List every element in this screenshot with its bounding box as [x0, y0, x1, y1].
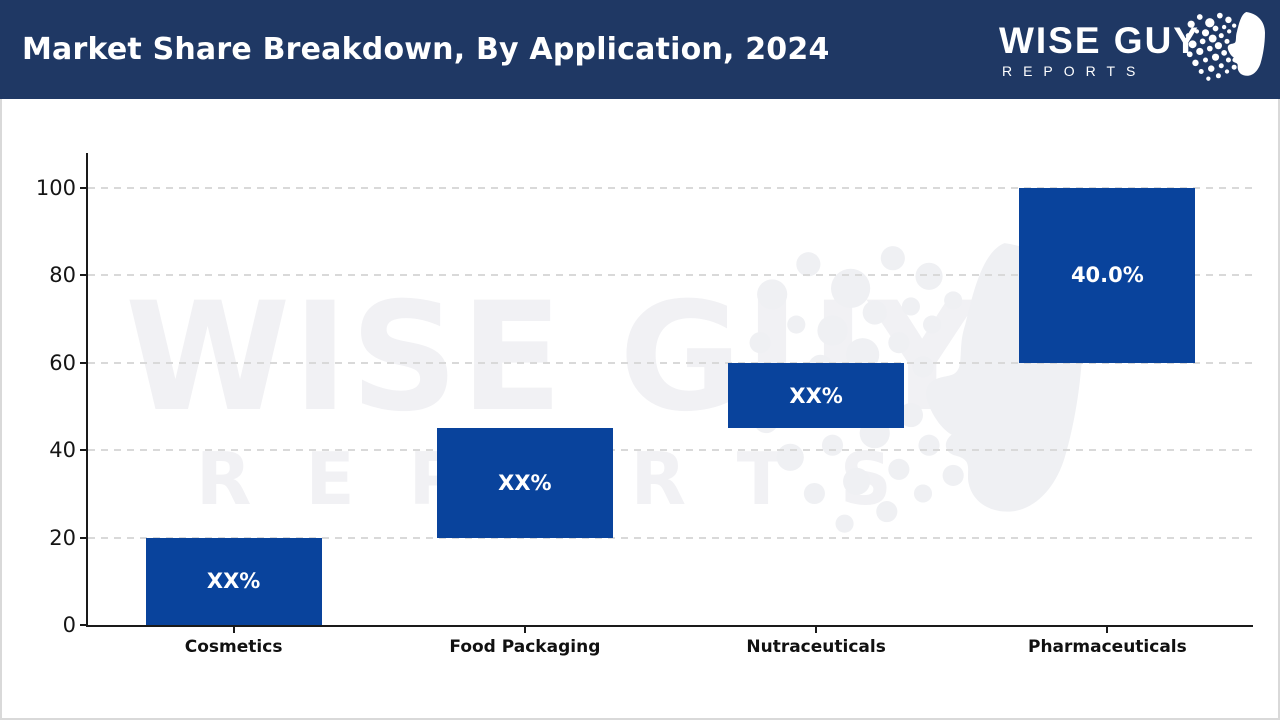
y-tick-label: 60 — [49, 350, 76, 375]
x-category-label: Food Packaging — [449, 637, 601, 657]
brand-logo-text: WISE GUY REPORTS — [999, 22, 1200, 78]
y-tick-mark — [80, 624, 88, 626]
brand-logo: WISE GUY REPORTS — [999, 7, 1270, 93]
gridline — [88, 361, 1253, 364]
x-category-label: Nutraceuticals — [746, 637, 886, 657]
x-tick-mark — [523, 627, 526, 633]
bar-value-label: XX% — [206, 569, 261, 594]
y-tick-mark — [80, 274, 88, 277]
brand-name: WISE GUY — [998, 19, 1200, 61]
bar-value-label: XX% — [498, 470, 552, 495]
x-category-label: Pharmaceuticals — [1027, 637, 1187, 657]
y-tick-label: 20 — [49, 525, 76, 550]
x-tick-mark — [232, 627, 235, 633]
y-tick-label: 80 — [49, 263, 76, 288]
y-tick-mark — [80, 449, 88, 452]
y-tick-mark — [80, 361, 88, 364]
bar — [728, 362, 905, 429]
gridline — [88, 536, 1253, 539]
y-tick-label: 0 — [62, 613, 76, 637]
brand-face-icon — [1185, 11, 1265, 81]
bar — [436, 428, 613, 538]
header-bar: Market Share Breakdown, By Application, … — [0, 0, 1280, 99]
gridline — [88, 274, 1253, 277]
chart-title: Market Share Breakdown, By Application, … — [22, 32, 830, 67]
x-tick-mark — [815, 627, 818, 633]
bar — [1019, 188, 1196, 363]
y-axis-line — [86, 153, 88, 627]
y-tick-mark — [80, 187, 88, 189]
gridline — [88, 187, 1253, 189]
x-tick-mark — [1106, 627, 1109, 633]
gridline — [88, 449, 1253, 452]
y-tick-label: 100 — [35, 176, 76, 200]
bar-value-label: XX% — [789, 383, 843, 408]
x-category-label: Cosmetics — [184, 637, 283, 657]
y-tick-label: 40 — [49, 438, 76, 463]
x-axis-line — [86, 625, 1253, 627]
y-tick-mark — [80, 536, 88, 539]
bar-value-label: 40.0% — [1070, 263, 1144, 288]
bar — [145, 537, 322, 625]
brand-tagline: REPORTS — [1001, 62, 1147, 79]
